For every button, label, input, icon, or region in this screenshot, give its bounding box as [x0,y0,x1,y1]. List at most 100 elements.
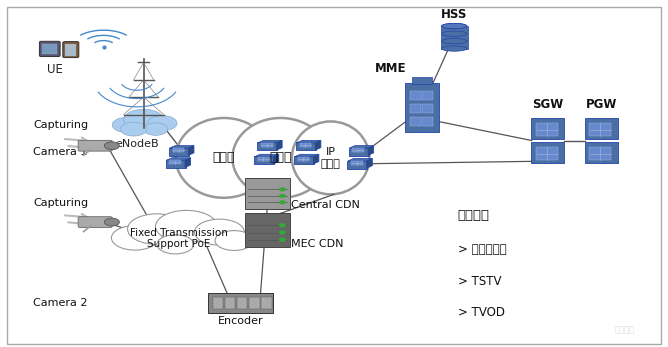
FancyBboxPatch shape [225,297,235,309]
Polygon shape [297,141,321,143]
Text: UE: UE [47,63,63,76]
Circle shape [280,224,285,227]
Text: 业务场景: 业务场景 [458,209,490,222]
FancyBboxPatch shape [422,91,433,100]
FancyBboxPatch shape [589,123,611,136]
Text: 接入层: 接入层 [212,151,235,164]
FancyBboxPatch shape [245,213,290,247]
Circle shape [128,214,186,244]
FancyBboxPatch shape [78,217,112,228]
FancyBboxPatch shape [42,44,57,54]
Circle shape [120,122,147,136]
Polygon shape [188,146,194,155]
Text: Central CDN: Central CDN [291,201,359,210]
Circle shape [157,235,194,254]
FancyBboxPatch shape [300,143,311,147]
Polygon shape [277,141,282,150]
FancyBboxPatch shape [170,160,181,164]
FancyBboxPatch shape [584,118,618,139]
Text: IP
核心层: IP 核心层 [321,147,341,169]
Polygon shape [166,158,190,160]
Circle shape [280,188,285,191]
Ellipse shape [442,31,467,36]
FancyBboxPatch shape [213,297,223,309]
Polygon shape [255,154,279,157]
Circle shape [215,231,253,251]
FancyBboxPatch shape [294,156,314,164]
FancyBboxPatch shape [208,293,273,313]
FancyBboxPatch shape [405,83,439,132]
FancyBboxPatch shape [245,178,290,209]
FancyBboxPatch shape [63,42,79,58]
FancyBboxPatch shape [536,123,558,136]
Text: 创新互联: 创新互联 [615,326,635,335]
FancyBboxPatch shape [351,161,363,165]
Ellipse shape [292,121,369,194]
Circle shape [124,109,164,130]
Polygon shape [170,146,194,148]
FancyBboxPatch shape [65,44,76,56]
Text: HSS: HSS [441,8,468,21]
FancyBboxPatch shape [410,117,421,126]
Text: MEC CDN: MEC CDN [291,239,343,249]
Ellipse shape [232,118,329,198]
FancyBboxPatch shape [249,297,260,309]
FancyBboxPatch shape [347,161,367,169]
FancyBboxPatch shape [166,160,186,168]
Ellipse shape [176,118,272,198]
Text: Camera 1: Camera 1 [33,147,88,156]
FancyBboxPatch shape [254,156,274,164]
Ellipse shape [442,23,467,29]
Circle shape [280,231,285,234]
Text: MME: MME [375,62,406,75]
Polygon shape [349,146,373,148]
FancyBboxPatch shape [39,41,60,57]
Circle shape [112,226,158,250]
Ellipse shape [442,23,467,29]
Text: SGW: SGW [532,98,563,111]
Circle shape [280,201,285,204]
Ellipse shape [442,46,467,51]
FancyBboxPatch shape [261,143,273,147]
Polygon shape [295,154,319,157]
Ellipse shape [442,39,467,44]
FancyBboxPatch shape [410,104,421,113]
Text: eNodeB: eNodeB [115,139,159,149]
FancyBboxPatch shape [584,142,618,163]
Polygon shape [273,154,279,164]
Text: Capturing: Capturing [33,198,89,208]
FancyBboxPatch shape [349,148,369,156]
Text: > TVOD: > TVOD [458,306,504,319]
FancyBboxPatch shape [531,142,564,163]
FancyBboxPatch shape [422,117,433,126]
Polygon shape [313,154,319,164]
FancyBboxPatch shape [173,148,184,152]
FancyBboxPatch shape [258,157,269,161]
FancyBboxPatch shape [237,297,247,309]
FancyBboxPatch shape [412,77,432,84]
FancyBboxPatch shape [257,143,277,151]
Polygon shape [367,159,372,168]
FancyBboxPatch shape [531,118,564,139]
Circle shape [156,210,217,243]
Circle shape [194,219,244,245]
Polygon shape [315,141,321,150]
FancyBboxPatch shape [589,147,611,160]
Text: Fixed Transmission
Support PoE: Fixed Transmission Support PoE [130,228,228,249]
Polygon shape [348,159,372,161]
FancyBboxPatch shape [261,297,272,309]
FancyBboxPatch shape [169,148,189,156]
FancyBboxPatch shape [298,157,309,161]
FancyBboxPatch shape [353,148,364,152]
FancyBboxPatch shape [78,140,112,151]
Polygon shape [185,158,190,168]
Polygon shape [258,141,282,143]
Circle shape [104,142,120,150]
FancyBboxPatch shape [536,147,558,160]
Polygon shape [368,146,373,155]
Circle shape [112,117,142,133]
Text: Encoder: Encoder [218,316,263,326]
Text: 汇聚层: 汇聚层 [269,151,292,164]
FancyBboxPatch shape [441,26,468,49]
Circle shape [144,123,168,135]
